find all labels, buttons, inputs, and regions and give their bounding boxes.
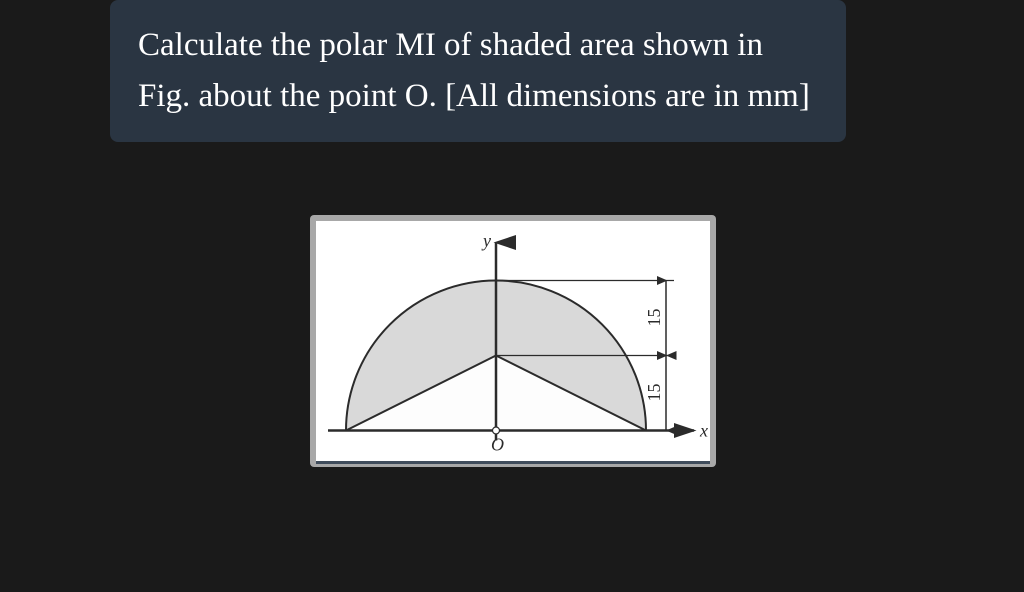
x-axis-label: x <box>699 421 708 441</box>
figure-card: 15 15 x y O <box>310 215 716 467</box>
y-axis-label: y <box>481 231 491 251</box>
figure-inner: 15 15 x y O <box>316 221 710 464</box>
figure-svg: 15 15 x y O <box>316 221 710 461</box>
origin-label: O <box>491 435 504 455</box>
dim-lower-label: 15 <box>644 384 664 402</box>
origin-marker <box>493 427 500 434</box>
question-card: Calculate the polar MI of shaded area sh… <box>110 0 846 142</box>
dim-upper-label: 15 <box>644 309 664 327</box>
question-text: Calculate the polar MI of shaded area sh… <box>138 27 810 114</box>
